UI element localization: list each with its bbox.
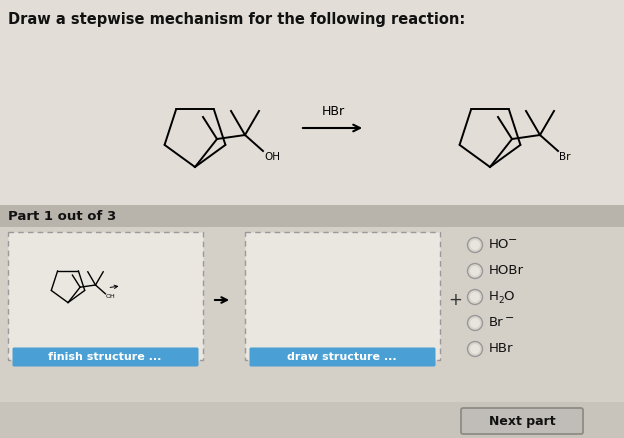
- Text: −: −: [508, 235, 517, 245]
- Text: −: −: [505, 313, 514, 323]
- Bar: [0, 205, 624, 227]
- Text: H: H: [489, 290, 499, 304]
- Circle shape: [470, 318, 480, 328]
- Text: Draw a stepwise mechanism for the following reaction:: Draw a stepwise mechanism for the follow…: [8, 12, 466, 27]
- Bar: [0, 227, 624, 402]
- Text: HO: HO: [489, 239, 509, 251]
- FancyBboxPatch shape: [461, 408, 583, 434]
- Text: Br: Br: [559, 152, 570, 162]
- Text: 2: 2: [498, 296, 504, 305]
- FancyBboxPatch shape: [12, 347, 198, 367]
- Bar: [0, 0, 624, 205]
- Bar: [0, 402, 624, 438]
- Circle shape: [467, 315, 482, 331]
- Bar: [8, 232, 203, 360]
- Text: HOBr: HOBr: [489, 265, 524, 278]
- Circle shape: [467, 264, 482, 279]
- Text: draw structure ...: draw structure ...: [287, 352, 397, 362]
- Text: Part 1 out of 3: Part 1 out of 3: [8, 209, 116, 223]
- Text: O: O: [503, 290, 514, 304]
- Text: OH: OH: [105, 294, 115, 299]
- Circle shape: [467, 237, 482, 252]
- Circle shape: [470, 292, 480, 302]
- Bar: [245, 232, 440, 360]
- Circle shape: [470, 266, 480, 276]
- Text: +: +: [448, 291, 462, 309]
- Text: Next part: Next part: [489, 414, 555, 427]
- Circle shape: [470, 344, 480, 354]
- Text: Br: Br: [489, 317, 504, 329]
- Text: HBr: HBr: [321, 105, 344, 118]
- Text: HBr: HBr: [489, 343, 514, 356]
- Text: OH: OH: [264, 152, 280, 162]
- FancyBboxPatch shape: [250, 347, 436, 367]
- Circle shape: [467, 290, 482, 304]
- Circle shape: [470, 240, 480, 250]
- Text: finish structure ...: finish structure ...: [48, 352, 162, 362]
- Circle shape: [467, 342, 482, 357]
